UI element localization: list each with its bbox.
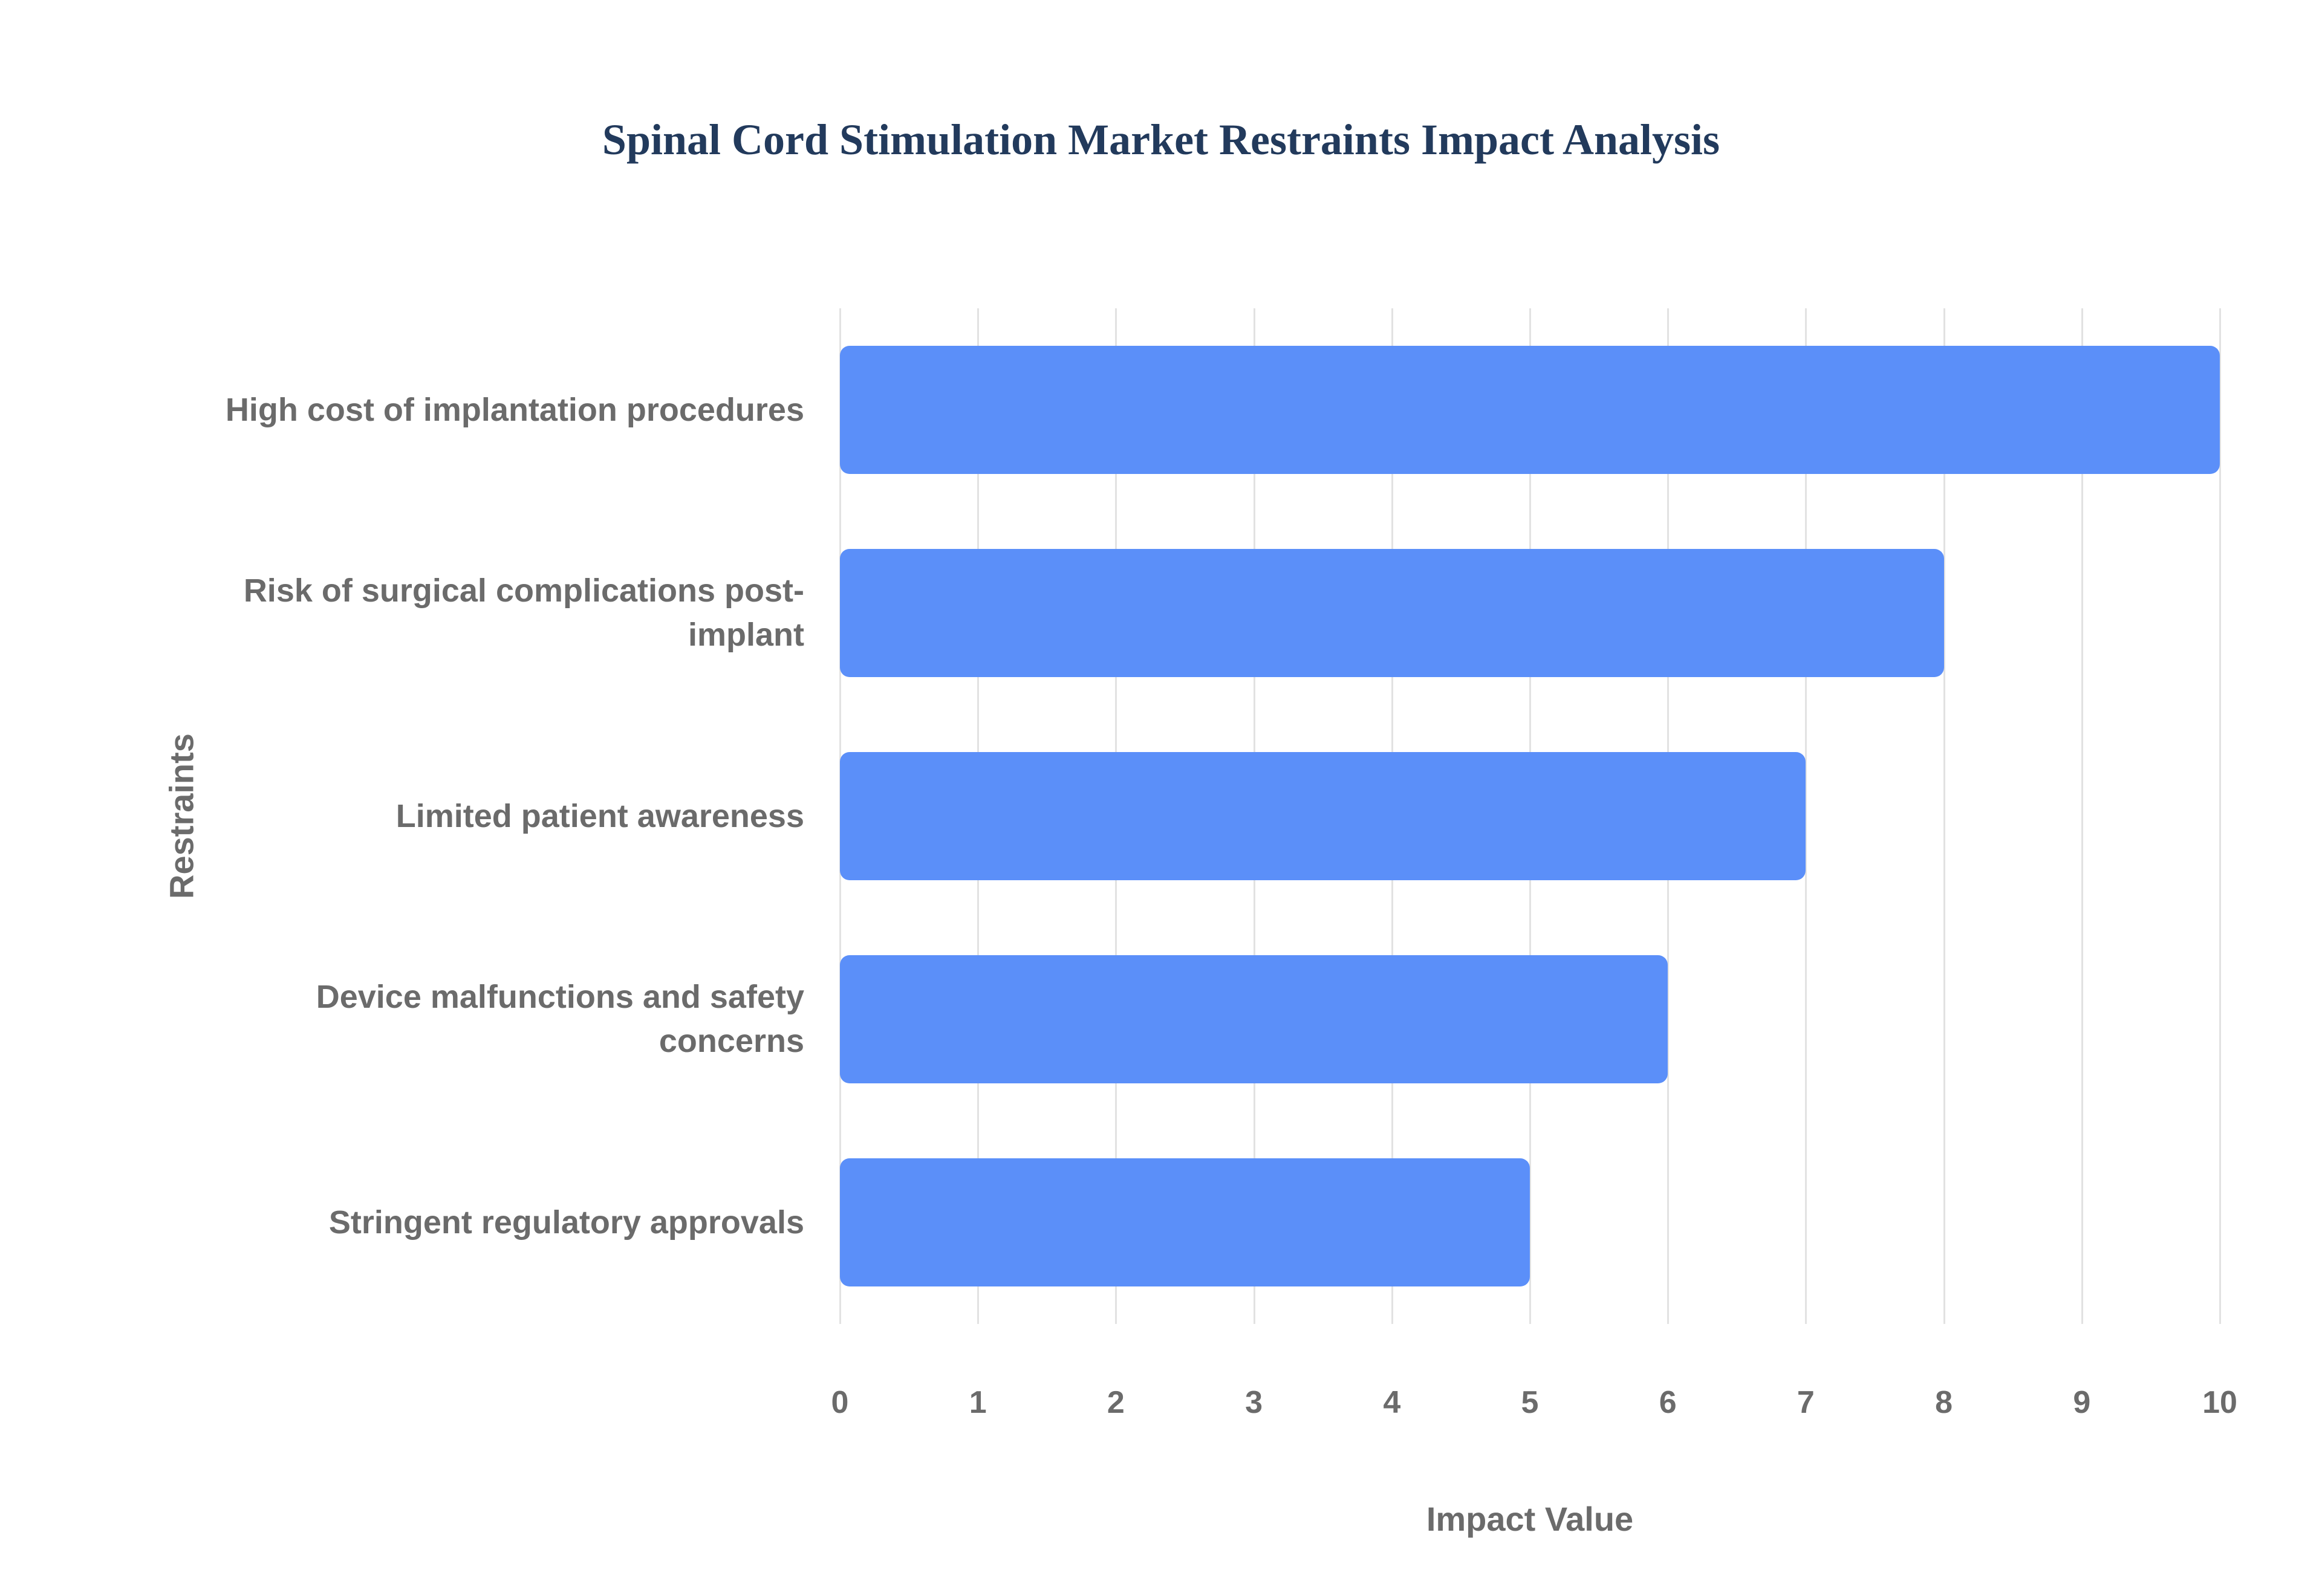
y-axis-title: Restraints — [162, 733, 201, 899]
x-tick-label: 6 — [1659, 1385, 1677, 1420]
bar-row — [840, 511, 2220, 715]
gridline — [1805, 308, 1807, 1324]
x-tick-label: 3 — [1245, 1385, 1263, 1420]
x-tick-label: 1 — [969, 1385, 987, 1420]
plot-area — [839, 308, 2221, 1324]
chart-title: Spinal Cord Stimulation Market Restraint… — [602, 115, 1720, 164]
x-tick-label: 2 — [1107, 1385, 1125, 1420]
bar — [840, 549, 1944, 677]
x-axis-ticks: 0 1 2 3 4 5 6 7 8 9 10 — [831, 1384, 2237, 1427]
x-tick-label: 0 — [831, 1385, 849, 1420]
bar-row — [840, 715, 2220, 918]
bar — [840, 955, 1668, 1083]
category-label: Stringent regulatory approvals — [328, 1204, 804, 1241]
bar — [840, 346, 2220, 474]
category-label: Limited patient awareness — [395, 797, 804, 834]
bar — [840, 752, 1806, 880]
x-tick-label: 5 — [1521, 1385, 1539, 1420]
x-axis-title: Impact Value — [1426, 1500, 1634, 1538]
x-tick-label: 7 — [1797, 1385, 1815, 1420]
gridline — [2081, 308, 2083, 1324]
category-label: Device malfunctions and safety concerns — [316, 979, 804, 1059]
y-axis-labels: High cost of implantation procedures Risk… — [224, 308, 804, 1324]
gridline — [2219, 308, 2221, 1324]
category-label: High cost of implantation procedures — [225, 391, 804, 428]
category-label: Risk of surgical complications post-impl… — [243, 573, 804, 653]
x-tick-label: 4 — [1383, 1385, 1401, 1420]
bar-row — [840, 308, 2220, 511]
bar-row — [840, 1121, 2220, 1324]
x-tick-label: 9 — [2073, 1385, 2091, 1420]
x-tick-label: 10 — [2202, 1385, 2237, 1420]
gridline — [1943, 308, 1945, 1324]
bar — [840, 1158, 1530, 1286]
bar-row — [840, 918, 2220, 1121]
x-tick-label: 8 — [1935, 1385, 1953, 1420]
